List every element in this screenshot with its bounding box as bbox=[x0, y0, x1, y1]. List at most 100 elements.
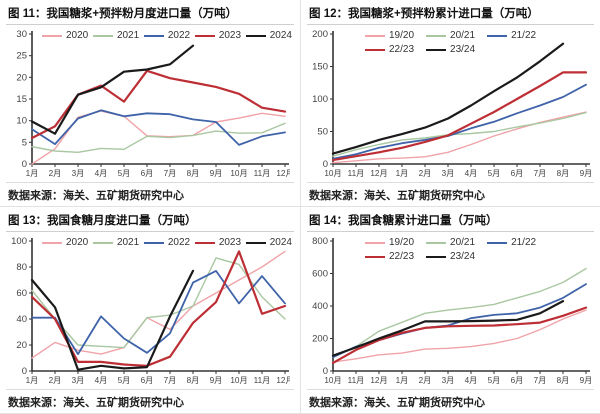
x-tick-label: 2月 bbox=[49, 376, 62, 385]
x-tick-label: 4月 bbox=[95, 169, 108, 178]
legend-label: 21/22 bbox=[511, 237, 537, 248]
figure-13: 图 13：我国食糖月度进口量（万吨） 2020 2021 2022 2023 2024 0… bbox=[0, 207, 300, 414]
svg-text:20: 20 bbox=[16, 72, 27, 83]
svg-text:25: 25 bbox=[16, 51, 27, 62]
x-tick-label: 6月 bbox=[141, 169, 154, 178]
svg-text:10: 10 bbox=[16, 116, 27, 127]
x-tick-label: 3月 bbox=[442, 169, 455, 178]
x-tick-label: 9月 bbox=[580, 169, 591, 178]
x-tick-label: 6月 bbox=[141, 376, 154, 385]
figure-14: 图 14：我国食糖累计进口量（万吨） 19/20 20/21 21/22 22/23 2… bbox=[300, 207, 600, 414]
legend-swatch bbox=[487, 35, 508, 37]
x-tick-label: 5月 bbox=[118, 169, 131, 178]
chart-legend: 19/20 20/21 21/22 22/23 23/24 bbox=[365, 237, 575, 263]
legend-swatch bbox=[365, 256, 385, 258]
x-tick-label: 10月 bbox=[324, 169, 341, 178]
x-tick-label: 4月 bbox=[95, 376, 108, 385]
legend-label: 2023 bbox=[218, 30, 242, 41]
x-tick-label: 3月 bbox=[72, 169, 85, 178]
x-tick-label: 10月 bbox=[230, 169, 247, 178]
series-line-23/24 bbox=[331, 299, 565, 357]
series-line-20/21 bbox=[332, 111, 587, 157]
svg-text:50: 50 bbox=[317, 127, 328, 138]
legend-swatch bbox=[42, 242, 62, 244]
x-tick-label: 7月 bbox=[534, 376, 547, 385]
series-line-19/20 bbox=[332, 309, 587, 363]
legend-label: 23/24 bbox=[450, 44, 476, 55]
svg-text:0: 0 bbox=[22, 159, 27, 170]
legend-item-2021: 2021 bbox=[92, 237, 140, 249]
figure-12-title: 图 12：我国糖浆+预拌粉累计进口量（万吨） bbox=[307, 2, 594, 25]
legend-label: 22/23 bbox=[389, 251, 415, 262]
figure-14-title: 图 14：我国食糖累计进口量（万吨） bbox=[307, 209, 594, 232]
legend-swatch bbox=[426, 35, 447, 37]
legend-swatch bbox=[365, 49, 385, 51]
legend-swatch bbox=[143, 242, 164, 244]
svg-text:15: 15 bbox=[16, 94, 27, 105]
legend-swatch bbox=[365, 35, 385, 37]
series-line-2022 bbox=[31, 109, 286, 146]
legend-item-2021: 2021 bbox=[92, 30, 140, 42]
series-line-2021 bbox=[31, 122, 286, 154]
x-tick-label: 9月 bbox=[580, 376, 591, 385]
legend-item-2024: 2024 bbox=[245, 30, 292, 42]
legend-swatch bbox=[487, 242, 508, 244]
x-tick-label: 11月 bbox=[348, 376, 365, 385]
legend-item-20/21: 20/21 bbox=[426, 30, 475, 42]
x-tick-label: 10月 bbox=[324, 376, 341, 385]
figure-12-chart: 19/20 20/21 21/22 22/23 23/24 0 50 100 150 200 10月… bbox=[307, 29, 594, 181]
svg-text:200: 200 bbox=[312, 334, 328, 345]
legend-label: 2020 bbox=[66, 237, 89, 248]
legend-swatch bbox=[426, 49, 447, 51]
x-tick-label: 7月 bbox=[534, 169, 547, 178]
svg-text:30: 30 bbox=[16, 29, 27, 40]
x-tick-label: 5月 bbox=[488, 169, 501, 178]
legend-label: 2021 bbox=[116, 237, 140, 248]
legend-label: 19/20 bbox=[389, 30, 415, 41]
legend-item-2022: 2022 bbox=[143, 30, 190, 42]
legend-item-23/24: 23/24 bbox=[426, 251, 475, 263]
legend-item-21/22: 21/22 bbox=[487, 237, 536, 249]
x-tick-label: 8月 bbox=[557, 169, 570, 178]
x-tick-label: 7月 bbox=[164, 376, 177, 385]
legend-label: 23/24 bbox=[450, 251, 476, 262]
svg-text:100: 100 bbox=[312, 94, 328, 105]
svg-text:5: 5 bbox=[22, 137, 27, 148]
figure-13-source: 数据来源：海关、五矿期货研究中心 bbox=[6, 389, 294, 410]
x-tick-label: 1月 bbox=[26, 169, 39, 178]
figure-11-source: 数据来源：海关、五矿期货研究中心 bbox=[6, 182, 294, 203]
chart-canvas: 0 200 400 600 800 10月 11月 12月 1月 2月 3月 4月 5月 6月 7月 8月 9月 bbox=[312, 236, 592, 385]
legend-label: 2024 bbox=[269, 237, 292, 248]
legend-swatch bbox=[92, 242, 113, 244]
x-tick-label: 6月 bbox=[511, 169, 524, 178]
svg-text:200: 200 bbox=[312, 29, 328, 40]
legend-swatch bbox=[92, 35, 113, 37]
legend-label: 22/23 bbox=[389, 44, 415, 55]
figure-14-source: 数据来源：海关、五矿期货研究中心 bbox=[307, 389, 594, 410]
legend-label: 2021 bbox=[116, 30, 140, 41]
x-tick-label: 2月 bbox=[419, 169, 432, 178]
svg-text:100: 100 bbox=[11, 236, 27, 247]
chart-legend: 2020 2021 2022 2023 2024 bbox=[42, 30, 292, 42]
legend-item-23/24: 23/24 bbox=[426, 44, 475, 56]
svg-text:60: 60 bbox=[16, 288, 27, 299]
legend-swatch bbox=[42, 35, 62, 37]
figure-14-chart: 19/20 20/21 21/22 22/23 23/24 0 200 400 600 800 10… bbox=[307, 236, 594, 388]
chart-canvas: 0 20 40 60 80 100 1月 2月 3月 4月 5月 6月 7月 8月 9月 10月 11月 12月 bbox=[11, 236, 294, 385]
series-line-23/24 bbox=[331, 42, 565, 155]
svg-text:150: 150 bbox=[312, 62, 328, 73]
svg-text:800: 800 bbox=[312, 236, 328, 247]
x-tick-label: 1月 bbox=[396, 169, 409, 178]
x-tick-label: 5月 bbox=[488, 376, 501, 385]
x-tick-label: 9月 bbox=[210, 169, 223, 178]
figure-12-source: 数据来源：海关、五矿期货研究中心 bbox=[307, 182, 594, 203]
x-tick-label: 4月 bbox=[465, 376, 478, 385]
series-line-19/20 bbox=[332, 111, 587, 164]
legend-item-19/20: 19/20 bbox=[365, 237, 414, 249]
x-tick-label: 5月 bbox=[118, 376, 131, 385]
legend-label: 2022 bbox=[167, 237, 191, 248]
x-tick-label: 8月 bbox=[187, 169, 200, 178]
x-tick-label: 1月 bbox=[26, 376, 39, 385]
x-tick-label: 1月 bbox=[396, 376, 409, 385]
